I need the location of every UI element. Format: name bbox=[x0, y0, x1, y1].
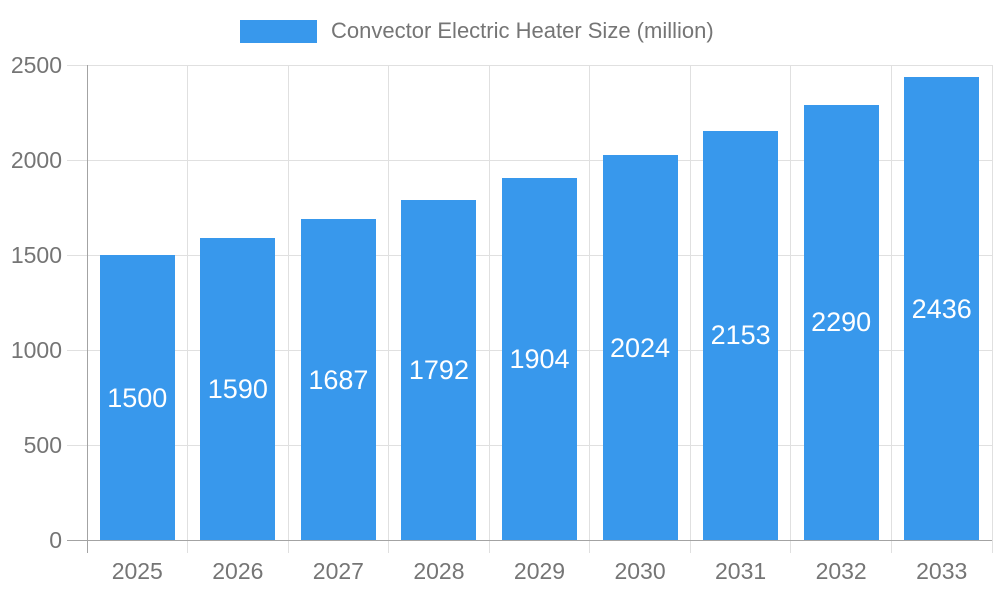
y-tick-label: 1500 bbox=[10, 242, 62, 268]
bar-value-label: 1687 bbox=[308, 364, 369, 395]
bar[interactable] bbox=[99, 255, 175, 540]
category-gridline bbox=[488, 65, 490, 553]
y-tick-label: 2000 bbox=[10, 147, 62, 173]
category-gridline bbox=[890, 65, 892, 553]
bar[interactable] bbox=[200, 237, 276, 540]
category-gridline bbox=[991, 65, 993, 553]
bar-value-label: 2024 bbox=[610, 332, 671, 363]
x-tick-label: 2028 bbox=[413, 558, 465, 584]
bar[interactable] bbox=[300, 219, 376, 540]
x-tick-label: 2026 bbox=[212, 558, 264, 584]
bar[interactable] bbox=[602, 155, 678, 540]
category-gridline bbox=[287, 65, 289, 553]
bar[interactable] bbox=[904, 77, 980, 540]
bar-value-label: 1590 bbox=[207, 373, 268, 404]
bar[interactable] bbox=[703, 130, 779, 540]
category-gridline bbox=[589, 65, 591, 553]
x-tick-label: 2031 bbox=[715, 558, 767, 584]
y-gridline bbox=[67, 159, 992, 161]
x-tick-label: 2029 bbox=[513, 558, 566, 584]
bar[interactable] bbox=[401, 199, 477, 540]
y-tick-label: 500 bbox=[23, 432, 62, 458]
category-gridline bbox=[187, 65, 189, 553]
bar-value-label: 1500 bbox=[107, 382, 168, 413]
legend-label: Convector Electric Heater Size (million) bbox=[331, 18, 714, 43]
x-tick-label: 2025 bbox=[111, 558, 163, 584]
x-tick-label: 2030 bbox=[614, 558, 666, 584]
x-tick-label: 2032 bbox=[815, 558, 867, 584]
y-tick-label: 0 bbox=[49, 527, 62, 553]
bar[interactable] bbox=[803, 104, 879, 540]
bar-value-label: 2153 bbox=[710, 320, 771, 351]
category-gridline bbox=[689, 65, 691, 553]
x-tick-label: 2033 bbox=[916, 558, 968, 584]
bar-value-label: 2290 bbox=[811, 307, 872, 338]
category-gridline bbox=[388, 65, 390, 553]
bar[interactable] bbox=[502, 178, 577, 540]
y-tick-label: 2500 bbox=[10, 52, 62, 78]
legend-swatch bbox=[240, 19, 317, 43]
y-gridline bbox=[67, 64, 992, 66]
x-tick-label: 2027 bbox=[312, 558, 364, 584]
y-tick-label: 1000 bbox=[10, 337, 62, 363]
bar-value-label: 1904 bbox=[509, 344, 570, 375]
bar-value-label: 1792 bbox=[408, 354, 469, 385]
y-axis-line bbox=[86, 65, 88, 553]
x-axis-line bbox=[67, 539, 992, 541]
bar-value-label: 2436 bbox=[911, 293, 972, 324]
category-gridline bbox=[790, 65, 792, 553]
legend-item[interactable]: Convector Electric Heater Size (million) bbox=[240, 17, 714, 45]
